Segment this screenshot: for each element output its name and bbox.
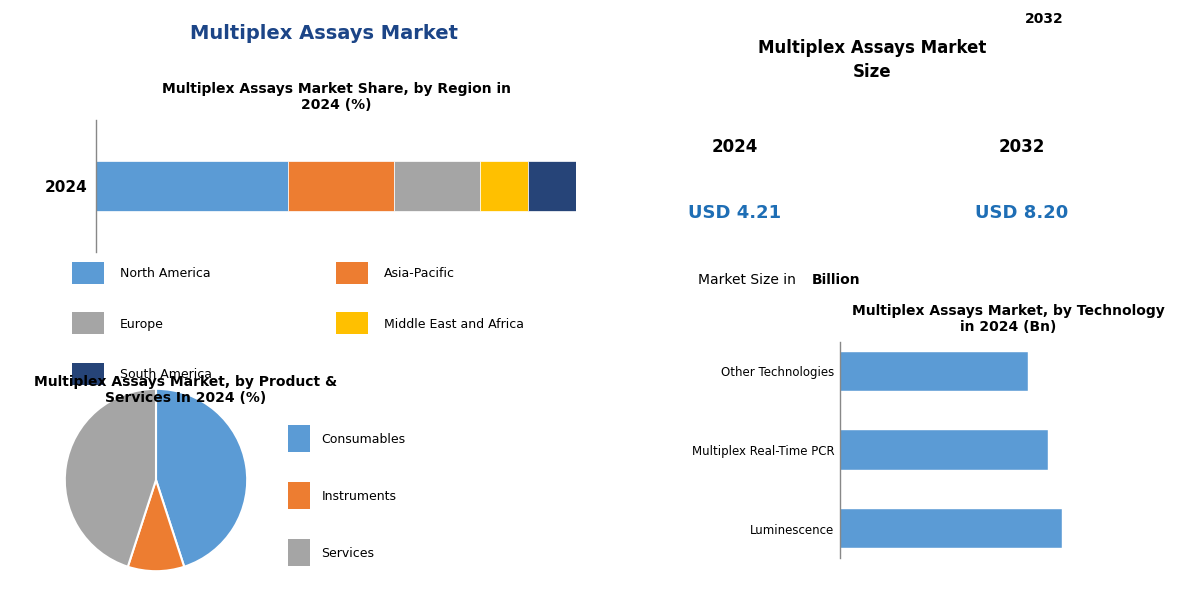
Title: Multiplex Assays Market, by Technology
in 2024 (Bn): Multiplex Assays Market, by Technology i…: [852, 304, 1164, 334]
FancyBboxPatch shape: [288, 539, 310, 565]
FancyBboxPatch shape: [288, 481, 310, 509]
Text: 2032: 2032: [998, 138, 1045, 156]
Text: Services: Services: [322, 547, 374, 560]
Wedge shape: [156, 389, 247, 567]
Text: Billion: Billion: [811, 273, 860, 287]
Bar: [840, 430, 1049, 470]
Text: Multiplex Assays Market
Size: Multiplex Assays Market Size: [758, 39, 986, 80]
FancyBboxPatch shape: [72, 363, 103, 385]
Text: North America: North America: [120, 268, 210, 280]
Text: Multiplex Assays Market, by Product &
Services In 2024 (%): Multiplex Assays Market, by Product & Se…: [35, 375, 337, 405]
Title: Multiplex Assays Market Share, by Region in
2024 (%): Multiplex Assays Market Share, by Region…: [162, 82, 510, 112]
Text: Market Size in: Market Size in: [698, 273, 800, 287]
Text: USD 4.21: USD 4.21: [688, 204, 781, 222]
Text: South America: South America: [120, 368, 211, 381]
Bar: [840, 352, 1028, 391]
Wedge shape: [65, 389, 156, 567]
Text: Asia-Pacific: Asia-Pacific: [384, 268, 455, 280]
Bar: [96, 161, 288, 211]
Bar: [528, 161, 576, 211]
FancyBboxPatch shape: [72, 262, 103, 284]
Text: Multiplex Assays Market: Multiplex Assays Market: [190, 24, 458, 43]
Text: Instruments: Instruments: [322, 490, 396, 503]
Text: USD 8.20: USD 8.20: [974, 204, 1068, 222]
FancyBboxPatch shape: [72, 313, 103, 334]
Text: 2024: 2024: [712, 138, 757, 156]
FancyBboxPatch shape: [336, 313, 367, 334]
Bar: [840, 509, 1062, 548]
Bar: [288, 161, 394, 211]
Bar: [480, 161, 528, 211]
Wedge shape: [128, 480, 184, 571]
FancyBboxPatch shape: [288, 425, 310, 451]
Bar: [394, 161, 480, 211]
Text: Consumables: Consumables: [322, 433, 406, 446]
Text: Middle East and Africa: Middle East and Africa: [384, 318, 523, 331]
Text: 2032: 2032: [1025, 12, 1063, 26]
Text: Europe: Europe: [120, 318, 163, 331]
FancyBboxPatch shape: [336, 262, 367, 284]
